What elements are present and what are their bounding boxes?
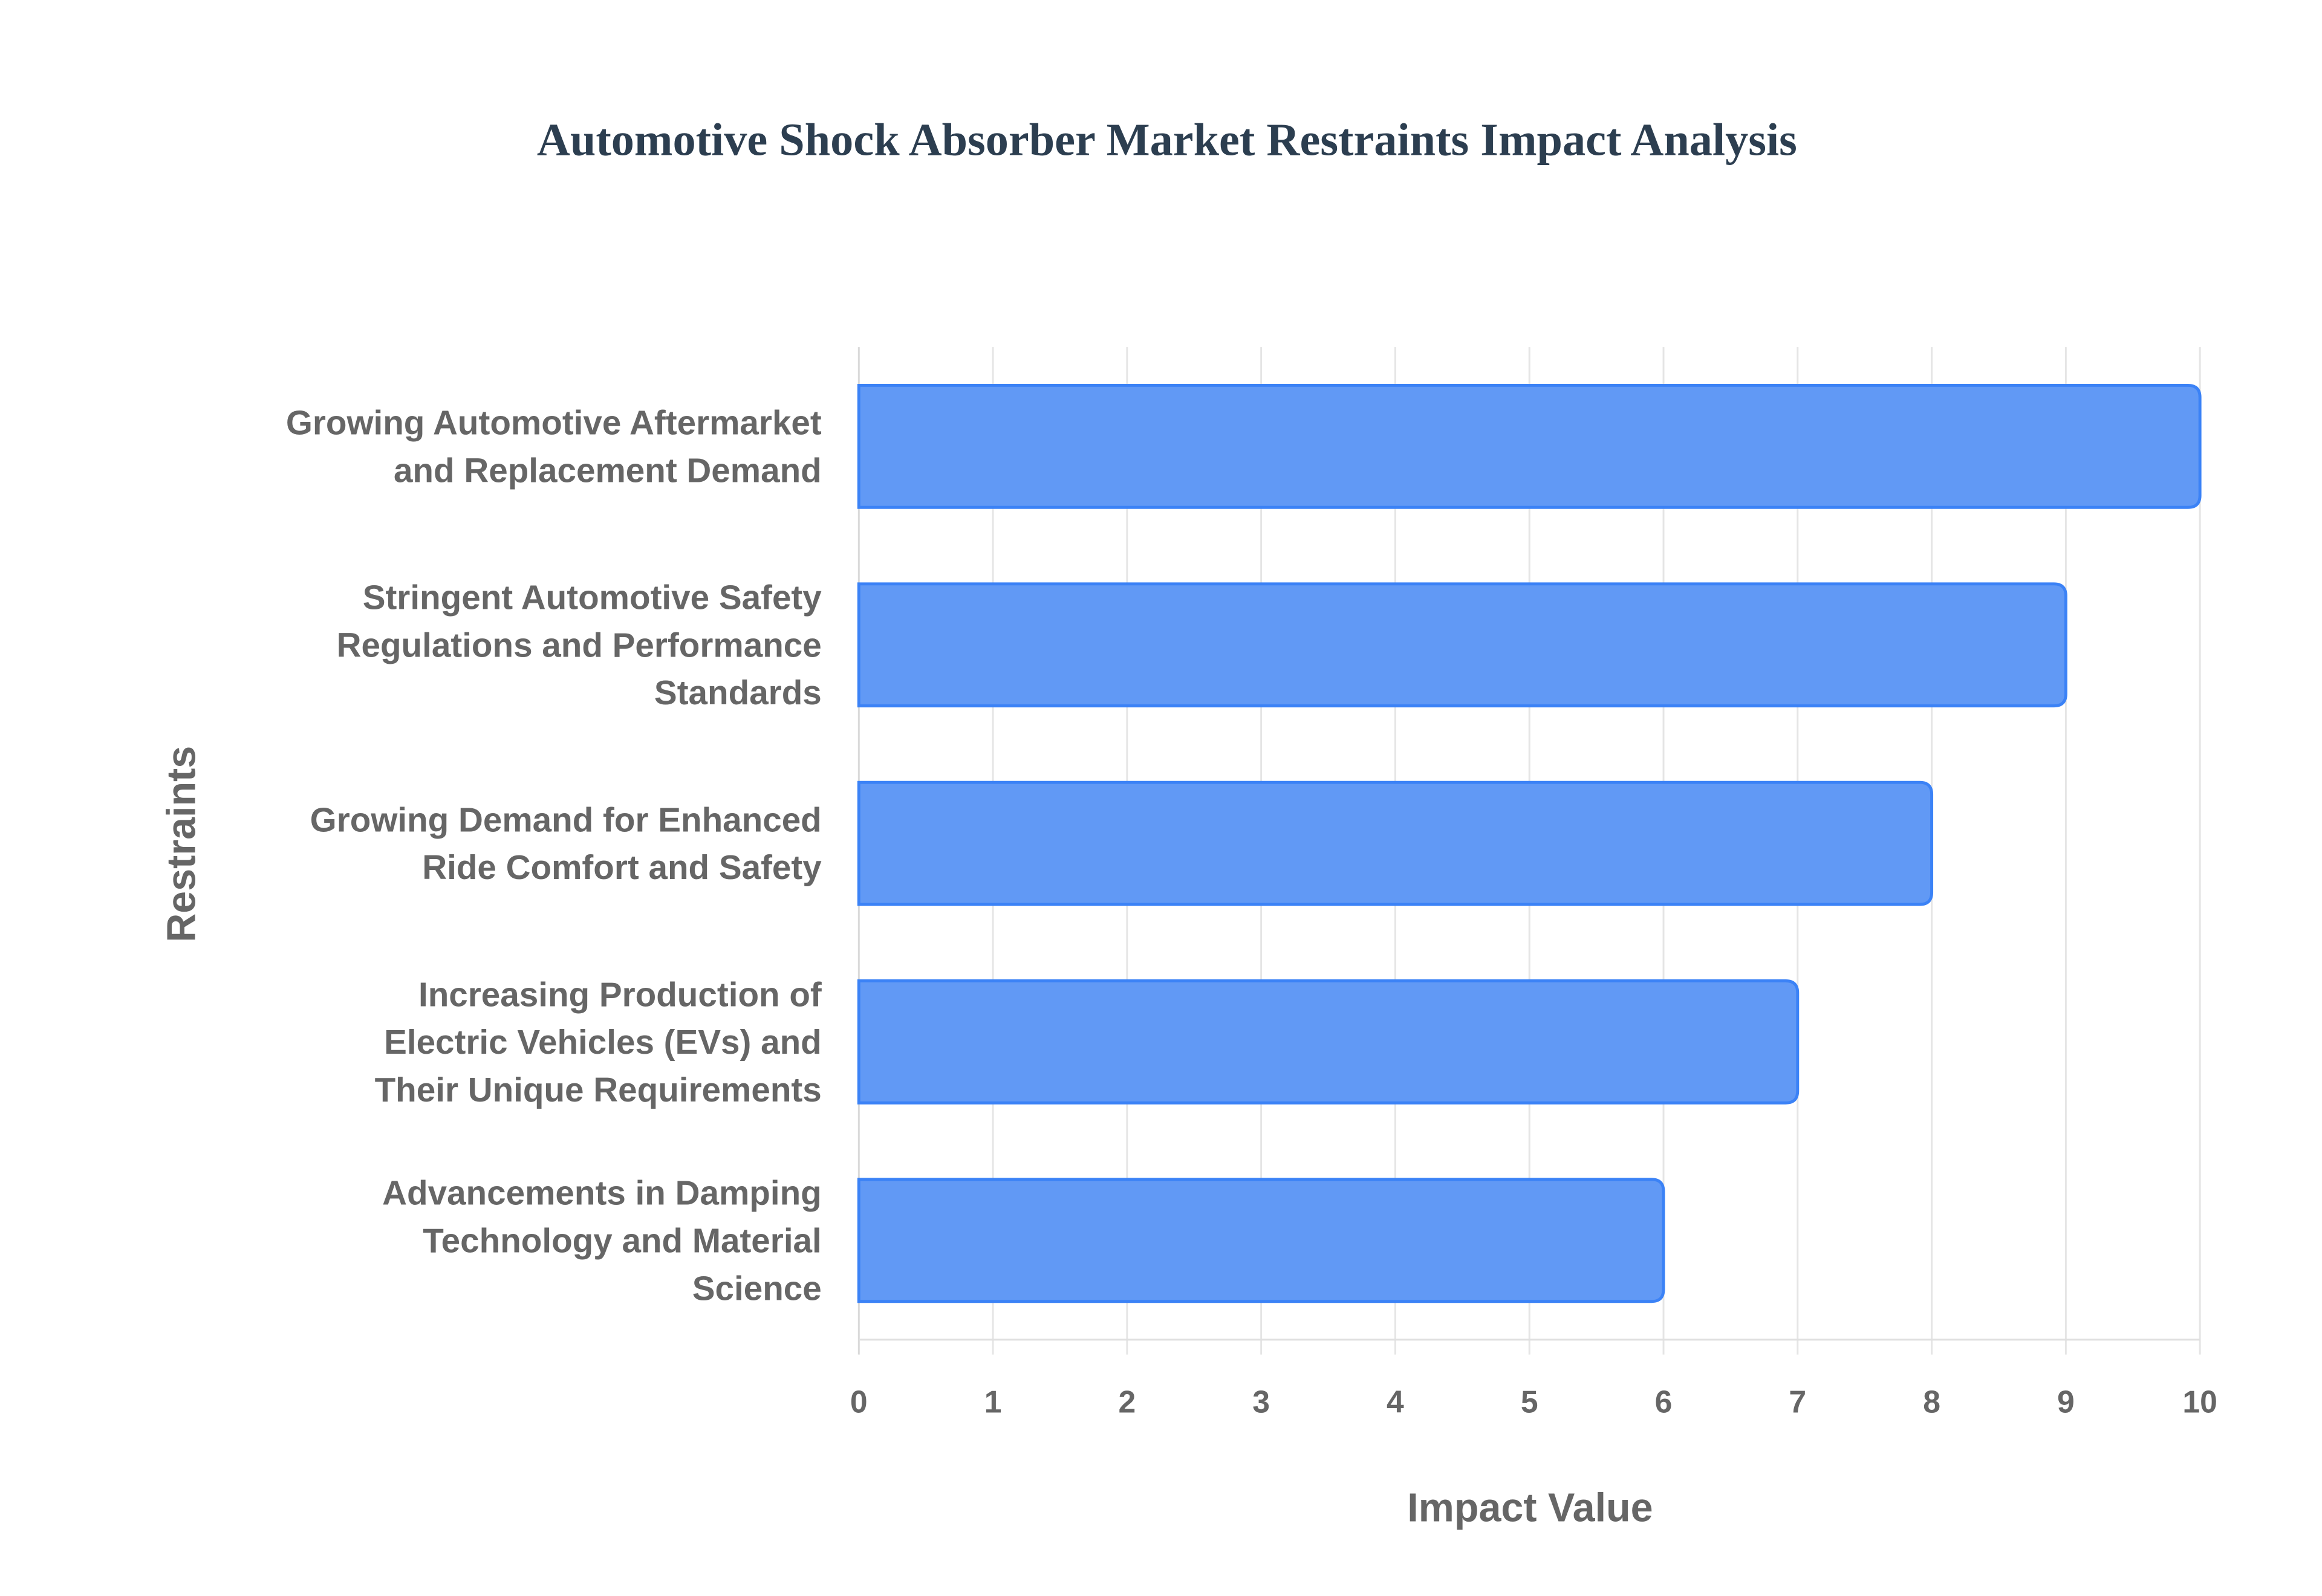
y-axis-title: Restraints xyxy=(159,746,204,942)
y-category-line: Growing Automotive Aftermarket xyxy=(286,404,822,442)
y-category-label: Increasing Production of Electric Vehicle… xyxy=(375,975,822,1109)
y-category-line: Standards xyxy=(654,673,822,712)
y-category-line: Ride Comfort and Safety xyxy=(422,848,822,886)
x-tick-label: 6 xyxy=(1655,1384,1673,1419)
x-tick-label: 0 xyxy=(850,1384,868,1419)
y-category-label: Growing Demand for Enhanced Ride Comfort … xyxy=(310,800,822,886)
bar xyxy=(857,383,2202,509)
y-category-line: Electric Vehicles (EVs) and xyxy=(384,1023,822,1061)
bar xyxy=(857,979,1800,1105)
x-tick-label: 1 xyxy=(984,1384,1002,1419)
y-category-label: Advancements in Damping Technology and Ma… xyxy=(382,1174,822,1308)
y-category-line: Growing Demand for Enhanced xyxy=(310,800,822,839)
x-tick-label: 10 xyxy=(2182,1384,2217,1419)
bar xyxy=(857,780,1934,906)
bar xyxy=(857,582,2067,708)
y-category-line: Stringent Automotive Safety xyxy=(363,579,822,617)
x-tick-label: 3 xyxy=(1252,1384,1270,1419)
y-category-label: Stringent Automotive Safety Regulations a… xyxy=(337,579,822,712)
y-category-label: Growing Automotive Aftermarket and Replac… xyxy=(286,404,822,490)
x-tick-label: 8 xyxy=(1923,1384,1940,1419)
bars xyxy=(857,383,2202,1303)
y-category-line: Increasing Production of xyxy=(418,975,822,1013)
y-category-line: Science xyxy=(692,1269,822,1307)
y-category-line: Their Unique Requirements xyxy=(375,1071,822,1109)
x-tick-label: 5 xyxy=(1521,1384,1538,1419)
x-tick-label: 4 xyxy=(1387,1384,1404,1419)
x-axis-title: Impact Value xyxy=(1407,1485,1653,1530)
x-tick-label: 9 xyxy=(2057,1384,2075,1419)
chart-title: Automotive Shock Absorber Market Restrai… xyxy=(537,114,1797,166)
x-tick-label: 7 xyxy=(1789,1384,1806,1419)
y-category-line: Technology and Material xyxy=(423,1222,822,1260)
y-category-line: Regulations and Performance xyxy=(337,626,822,664)
y-category-line: Advancements in Damping xyxy=(382,1174,822,1212)
y-category-line: and Replacement Demand xyxy=(394,451,822,489)
x-tick-labels: 0 1 2 3 4 5 6 7 8 9 10 xyxy=(850,1384,2217,1419)
bar xyxy=(857,1178,1665,1303)
y-category-labels: Growing Automotive Aftermarket and Replac… xyxy=(286,404,822,1308)
x-tick-label: 2 xyxy=(1119,1384,1136,1419)
